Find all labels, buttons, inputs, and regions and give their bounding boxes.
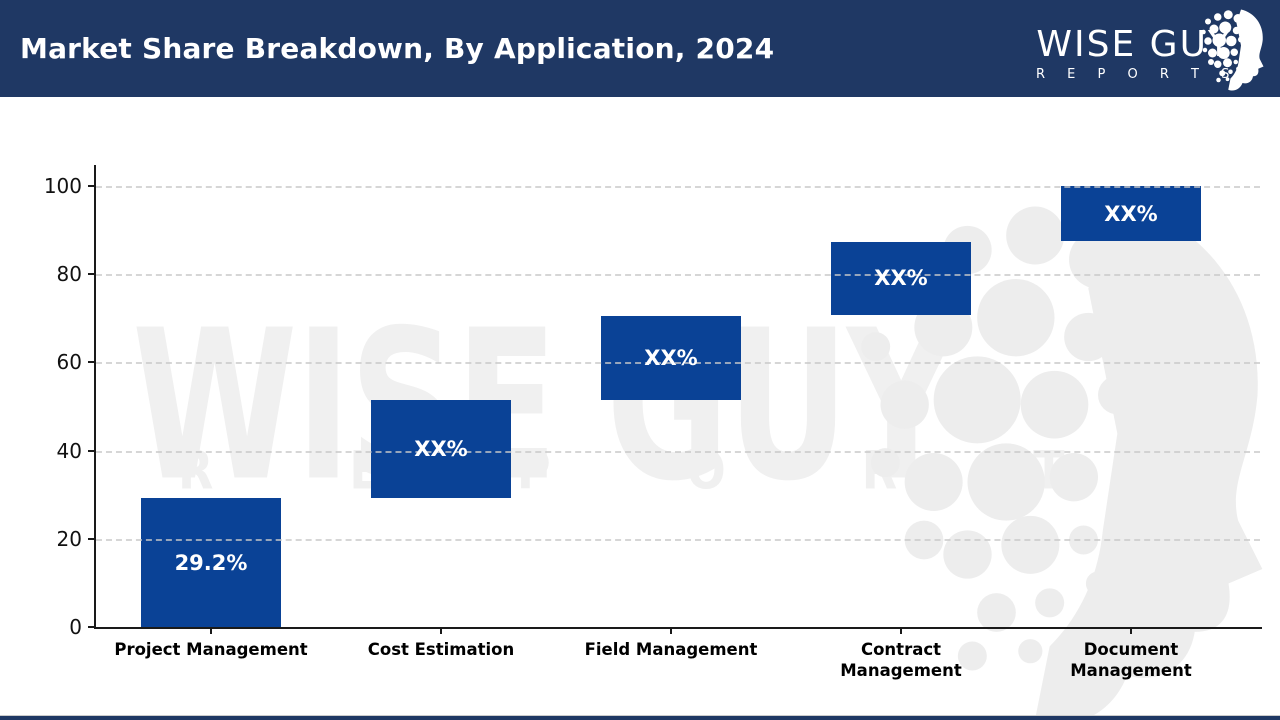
- gridline: [96, 186, 1260, 188]
- y-tick-mark: [88, 185, 95, 187]
- bar-value-label: XX%: [874, 266, 928, 291]
- y-tick-mark: [88, 273, 95, 276]
- bar-value-label: XX%: [644, 345, 698, 370]
- x-axis-spine: [94, 627, 1262, 629]
- x-tick-mark: [900, 627, 902, 634]
- x-tick-mark: [440, 627, 442, 634]
- bar-segment: [371, 400, 511, 499]
- y-tick-label: 60: [56, 350, 82, 375]
- dotted-head-profile-icon: [1201, 9, 1264, 91]
- y-tick-mark: [88, 537, 95, 540]
- logo-reports-text: R E P O R T S: [1036, 67, 1239, 82]
- chart-area: WISE GUY R E P O R T S 02040608010029.2%…: [0, 97, 1280, 716]
- logo-wordmark: WISE GUY R E P O R T S: [1030, 24, 1238, 82]
- y-tick-label: 100: [43, 174, 82, 198]
- y-tick-label: 0: [69, 615, 82, 639]
- logo-brand-text: WISE GUY: [1036, 24, 1232, 65]
- y-tick-mark: [88, 626, 95, 628]
- x-category-label: Project Management: [114, 640, 308, 659]
- footer-divider: [0, 715, 1280, 716]
- y-tick-mark: [88, 361, 95, 364]
- chart-title: Market Share Breakdown, By Application, …: [20, 32, 775, 65]
- bar-value-label: 29.2%: [174, 550, 248, 575]
- x-category-label: Contract Management: [840, 640, 962, 680]
- wise-guy-reports-logo: WISE GUY R E P O R T S: [1012, 6, 1264, 92]
- y-tick-label: 40: [56, 438, 82, 463]
- y-tick-label: 20: [56, 526, 82, 551]
- bar-segment: [141, 498, 281, 627]
- y-axis-spine: [94, 165, 96, 627]
- gridline: [96, 538, 1260, 541]
- x-category-label: Cost Estimation: [367, 640, 515, 659]
- x-tick-mark: [210, 627, 212, 634]
- y-tick-mark: [88, 449, 95, 452]
- footer-accent-bar: [0, 716, 1280, 720]
- bar-value-label: XX%: [1104, 201, 1158, 226]
- plot-region: 0 20 40 60 80 100 29.2% Project Management XX% Co…: [0, 97, 1280, 716]
- bar-segment: [601, 315, 741, 401]
- x-tick-mark: [670, 627, 672, 634]
- gridline: [96, 450, 1260, 453]
- gridline: [96, 274, 1260, 277]
- x-tick-mark: [1130, 627, 1132, 634]
- y-tick-label: 80: [56, 262, 82, 287]
- x-category-label: Document Management: [1070, 640, 1192, 680]
- gridline: [96, 362, 1260, 365]
- bar-value-label: XX%: [414, 437, 468, 462]
- x-category-label: Field Management: [584, 640, 758, 659]
- title-bar: Market Share Breakdown, By Application, …: [0, 0, 1280, 97]
